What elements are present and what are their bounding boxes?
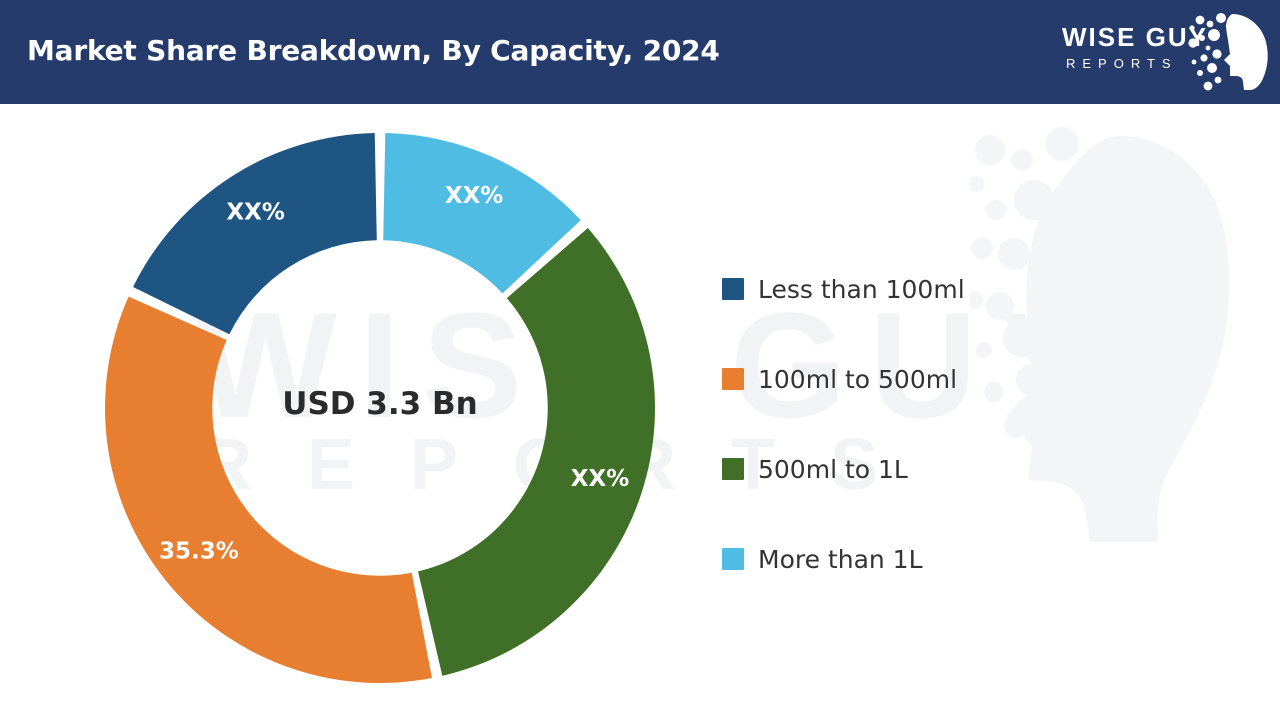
donut-center-value: USD 3.3 Bn (282, 386, 478, 422)
legend-swatch-icon-1 (722, 368, 744, 390)
legend-label-0: Less than 100ml (758, 274, 965, 304)
donut-slice-label-0: XX% (445, 183, 504, 209)
donut-slice-0[interactable] (383, 133, 581, 294)
legend-label-2: 500ml to 1L (758, 454, 908, 484)
logo-primary-text: WISE GUY (1062, 22, 1209, 52)
donut-slice-3[interactable] (133, 133, 377, 335)
donut-slice-label-3: XX% (226, 199, 285, 225)
logo-secondary-text: REPORTS (1066, 56, 1178, 71)
legend-swatch-icon-2 (722, 458, 744, 480)
donut-label-group: XX% XX% 35.3% XX% (159, 183, 629, 564)
donut-slice-2[interactable] (104, 296, 433, 683)
legend-item-1[interactable]: 100ml to 500ml (722, 334, 1052, 424)
legend-label-3: More than 1L (758, 544, 923, 574)
head-profile-dots-logo-icon (1188, 13, 1268, 91)
legend-item-3[interactable]: More than 1L (722, 514, 1052, 604)
donut-slice-label-1: XX% (571, 466, 630, 492)
donut-chart: XX% XX% 35.3% XX% (104, 133, 655, 683)
brand-logo: WISE GUY REPORTS (1056, 8, 1276, 96)
legend-label-1: 100ml to 500ml (758, 364, 958, 394)
donut-slice-label-2: 35.3% (159, 539, 239, 565)
legend-swatch-icon-3 (722, 548, 744, 570)
legend-item-0[interactable]: Less than 100ml (722, 244, 1052, 334)
legend-swatch-icon-0 (722, 278, 744, 300)
donut-slice-1[interactable] (418, 227, 655, 676)
legend-item-2[interactable]: 500ml to 1L (722, 424, 1052, 514)
chart-canvas: WISE GUY REPORTS XX%XX%35.3%XX% (0, 104, 1280, 720)
donut-slice-group (104, 133, 655, 683)
page-title: Market Share Breakdown, By Capacity, 202… (27, 34, 720, 67)
page-header: Market Share Breakdown, By Capacity, 202… (0, 0, 1280, 104)
chart-legend: Less than 100ml 100ml to 500ml 500ml to … (722, 244, 1052, 604)
